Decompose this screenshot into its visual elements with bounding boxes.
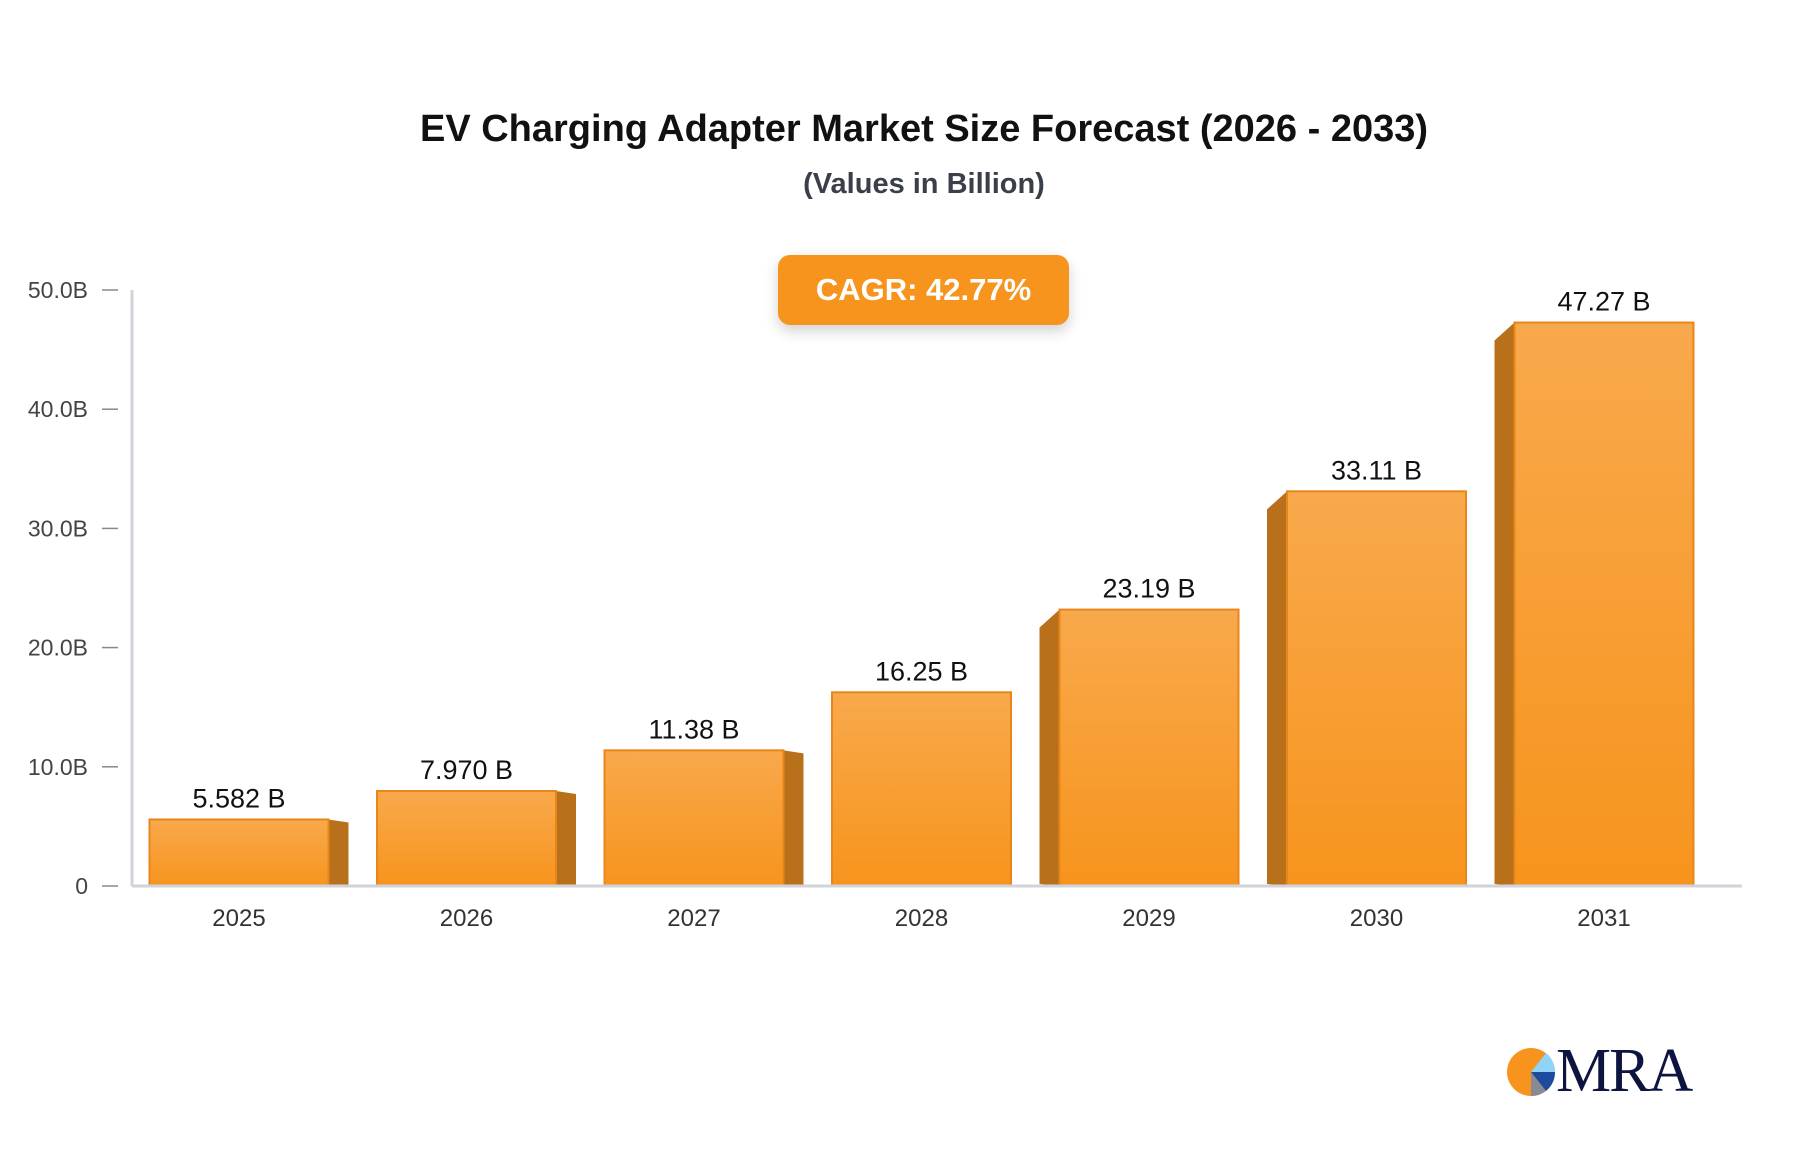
y-tick-label: 30.0B	[28, 515, 88, 541]
bar	[1058, 608, 1240, 887]
y-tick-label: 10.0B	[28, 754, 88, 780]
data-label: 23.19 B	[1102, 574, 1195, 604]
bar	[148, 818, 330, 888]
y-tick-label: 20.0B	[28, 635, 88, 661]
bar	[831, 691, 1012, 887]
bar-side	[1494, 322, 1515, 886]
bar-side	[783, 750, 804, 886]
y-tick-label: 0	[75, 873, 88, 899]
bar	[1286, 490, 1467, 887]
x-tick-label: 2028	[895, 905, 948, 932]
chart-title: EV Charging Adapter Market Size Forecast…	[419, 108, 1429, 150]
data-label: 11.38 B	[648, 714, 739, 744]
pie-logo-icon	[1507, 1048, 1556, 1097]
x-tick-label: 2029	[1122, 905, 1175, 932]
mra-logo: MRA	[1506, 1037, 1696, 1105]
x-tick-label: 2026	[440, 905, 493, 932]
data-label: 7.970 B	[420, 755, 513, 785]
bar-side	[328, 819, 349, 886]
x-tick-label: 2027	[667, 905, 720, 932]
bar	[1513, 321, 1695, 887]
chart-subtitle: (Values in Billion)	[803, 168, 1045, 200]
logo-text: MRA	[1556, 1037, 1693, 1105]
data-label: 16.25 B	[875, 656, 968, 686]
bar	[603, 749, 785, 887]
cagr-badge: CAGR: 42.77%	[778, 255, 1069, 325]
bar-side	[1039, 609, 1060, 886]
data-label: 47.27 B	[1557, 287, 1650, 317]
x-tick-label: 2031	[1577, 905, 1630, 932]
bar	[376, 789, 557, 888]
y-tick-label: 40.0B	[28, 396, 88, 422]
data-label: 5.582 B	[192, 783, 285, 813]
y-tick-label: 50.0B	[28, 277, 88, 303]
x-tick-label: 2030	[1350, 905, 1403, 932]
data-label: 33.11 B	[1331, 455, 1422, 485]
x-tick-label: 2025	[212, 905, 265, 932]
bar-side	[556, 790, 576, 886]
bar-side	[1267, 491, 1287, 886]
